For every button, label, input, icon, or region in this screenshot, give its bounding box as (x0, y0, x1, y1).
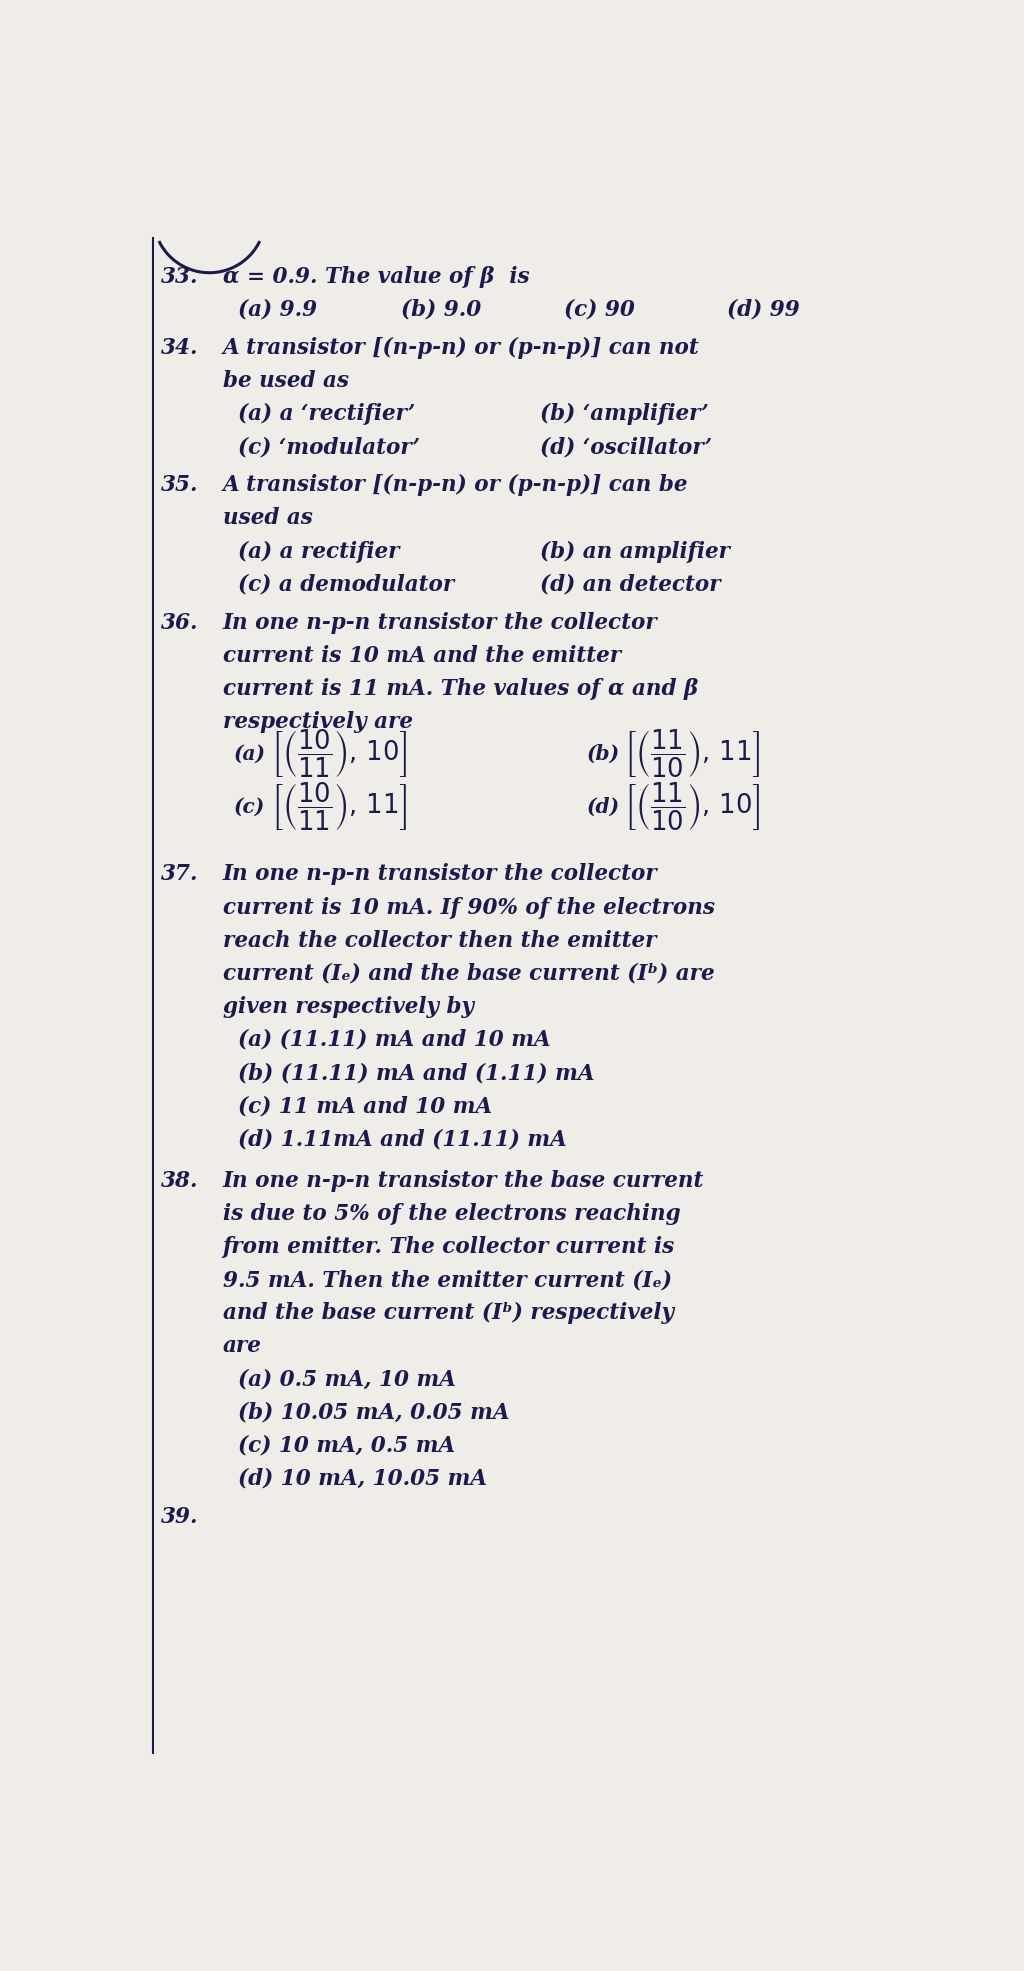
Text: (b) an amplifier: (b) an amplifier (541, 540, 730, 562)
Text: 34.: 34. (161, 337, 198, 359)
Text: $\left[\left(\dfrac{11}{10}\right),\,10\right]$: $\left[\left(\dfrac{11}{10}\right),\,10\… (624, 781, 761, 834)
Text: respectively are: respectively are (222, 712, 413, 733)
Text: 36.: 36. (161, 611, 198, 635)
Text: (a): (a) (234, 745, 266, 765)
Text: α = 0.9. The value of β  is: α = 0.9. The value of β is (222, 266, 529, 288)
Text: and the base current (Iᵇ) respectively: and the base current (Iᵇ) respectively (222, 1303, 674, 1325)
Text: (a) a rectifier: (a) a rectifier (238, 540, 399, 562)
Text: (b) ‘amplifier’: (b) ‘amplifier’ (541, 404, 709, 426)
Text: current (Iₑ) and the base current (Iᵇ) are: current (Iₑ) and the base current (Iᵇ) a… (222, 962, 714, 986)
Text: given respectively by: given respectively by (222, 995, 473, 1017)
Text: (b) 10.05 mA, 0.05 mA: (b) 10.05 mA, 0.05 mA (238, 1401, 510, 1423)
Text: (d) 99: (d) 99 (727, 300, 800, 321)
Text: In one n-p-n transistor the collector: In one n-p-n transistor the collector (222, 863, 657, 885)
Text: (c) 11 mA and 10 mA: (c) 11 mA and 10 mA (238, 1096, 493, 1118)
Text: (a) (11.11) mA and 10 mA: (a) (11.11) mA and 10 mA (238, 1029, 551, 1051)
Text: 35.: 35. (161, 475, 198, 497)
Text: 37.: 37. (161, 863, 198, 885)
Text: reach the collector then the emitter: reach the collector then the emitter (222, 930, 656, 952)
Text: (c) ‘modulator’: (c) ‘modulator’ (238, 436, 420, 459)
Text: A transistor [(n-p-n) or (p-n-p)] can be: A transistor [(n-p-n) or (p-n-p)] can be (222, 475, 688, 497)
Text: (c) a demodulator: (c) a demodulator (238, 574, 455, 595)
Text: be used as: be used as (222, 371, 348, 392)
Text: (b): (b) (587, 745, 620, 765)
Text: 39.: 39. (161, 1506, 198, 1528)
Text: are: are (222, 1334, 261, 1358)
Text: In one n-p-n transistor the collector: In one n-p-n transistor the collector (222, 611, 657, 635)
Text: $\left[\left(\dfrac{11}{10}\right),\,11\right]$: $\left[\left(\dfrac{11}{10}\right),\,11\… (624, 727, 761, 781)
Text: $\left[\left(\dfrac{10}{11}\right),\,11\right]$: $\left[\left(\dfrac{10}{11}\right),\,11\… (271, 781, 408, 834)
Text: from emitter. The collector current is: from emitter. The collector current is (222, 1236, 675, 1257)
Text: (c): (c) (234, 796, 265, 818)
Text: current is 10 mA and the emitter: current is 10 mA and the emitter (222, 645, 621, 666)
Text: (d) 10 mA, 10.05 mA: (d) 10 mA, 10.05 mA (238, 1468, 487, 1490)
Text: (d) ‘oscillator’: (d) ‘oscillator’ (541, 436, 713, 459)
Text: (b) (11.11) mA and (1.11) mA: (b) (11.11) mA and (1.11) mA (238, 1062, 595, 1084)
Text: current is 10 mA. If 90% of the electrons: current is 10 mA. If 90% of the electron… (222, 897, 715, 918)
Text: (a) a ‘rectifier’: (a) a ‘rectifier’ (238, 404, 416, 426)
Text: (d) 1.11mA and (11.11) mA: (d) 1.11mA and (11.11) mA (238, 1127, 567, 1151)
Text: (d): (d) (587, 796, 620, 818)
Text: In one n-p-n transistor the base current: In one n-p-n transistor the base current (222, 1169, 703, 1192)
Text: current is 11 mA. The values of α and β: current is 11 mA. The values of α and β (222, 678, 697, 700)
Text: (a) 0.5 mA, 10 mA: (a) 0.5 mA, 10 mA (238, 1368, 456, 1390)
Text: 38.: 38. (161, 1169, 198, 1192)
Text: (c) 10 mA, 0.5 mA: (c) 10 mA, 0.5 mA (238, 1435, 456, 1457)
Text: (c) 90: (c) 90 (564, 300, 635, 321)
Text: (d) an detector: (d) an detector (541, 574, 721, 595)
Text: 33.: 33. (161, 266, 198, 288)
Text: is due to 5% of the electrons reaching: is due to 5% of the electrons reaching (222, 1202, 680, 1224)
Text: $\left[\left(\dfrac{10}{11}\right),\,10\right]$: $\left[\left(\dfrac{10}{11}\right),\,10\… (271, 727, 408, 781)
Text: 9.5 mA. Then the emitter current (Iₑ): 9.5 mA. Then the emitter current (Iₑ) (222, 1269, 672, 1291)
Text: (b) 9.0: (b) 9.0 (401, 300, 481, 321)
Text: A transistor [(n-p-n) or (p-n-p)] can not: A transistor [(n-p-n) or (p-n-p)] can no… (222, 337, 699, 359)
Text: (a) 9.9: (a) 9.9 (238, 300, 317, 321)
Text: used as: used as (222, 507, 312, 530)
